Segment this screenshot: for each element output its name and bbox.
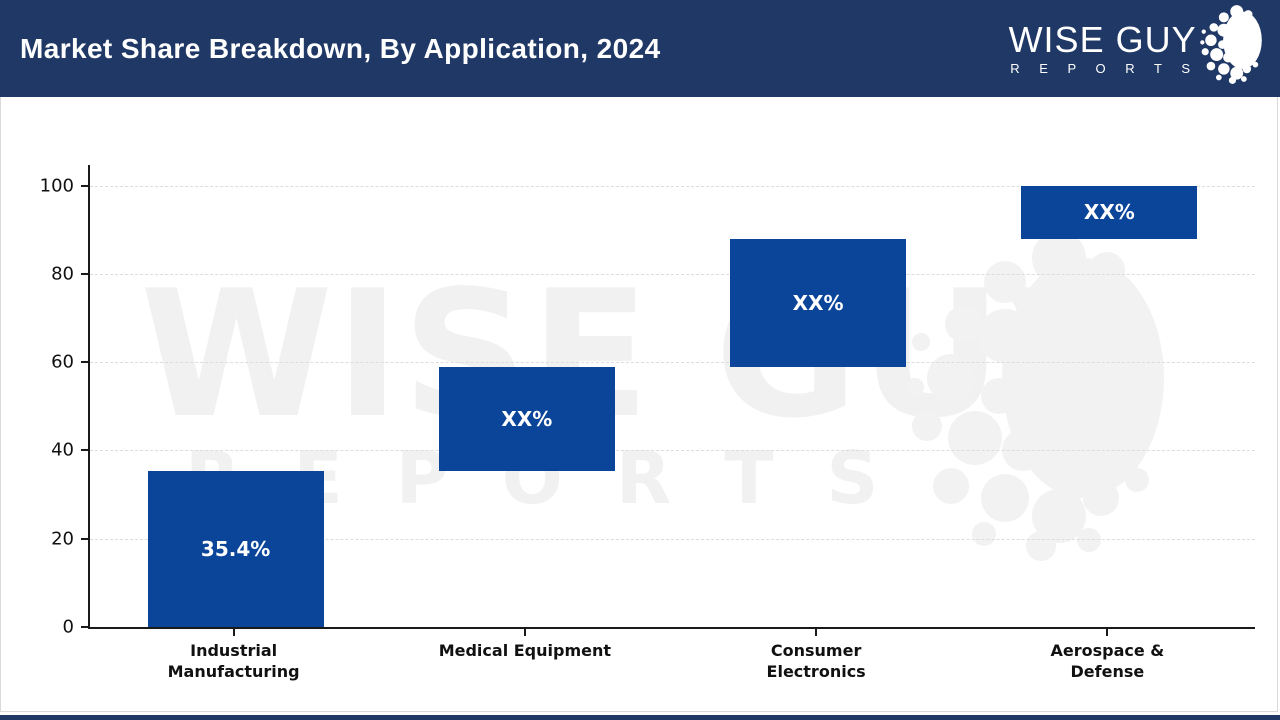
y-tick-mark [81,361,88,364]
y-tick-label: 40 [51,439,74,461]
y-tick-mark [81,184,88,187]
bar-value-label: 35.4% [200,536,271,561]
y-tick-label: 60 [51,351,74,373]
y-tick-mark [81,449,88,452]
page-title: Market Share Breakdown, By Application, … [20,32,661,64]
header: Market Share Breakdown, By Application, … [0,0,1280,97]
bar-segment [730,238,907,367]
bar-value-label: XX% [1083,200,1135,225]
y-tick-label: 20 [51,528,74,550]
logo-subtitle: R E P O R T S [1010,61,1198,76]
gridline [90,362,1255,364]
x-category-label-line: Consumer [770,641,862,660]
x-category-label: Medical Equipment [405,641,645,662]
logo-wordmark: WISE GUY [1008,19,1197,60]
footer-accent-bar [0,715,1280,720]
x-category-label-line: Medical Equipment [438,641,612,660]
x-category-label-line: Electronics [766,661,866,681]
logo-text: WISE GUY R E P O R T S [1007,19,1198,76]
watermark-head-dots-graphic [885,222,1185,587]
bar-value-label: XX% [501,406,553,431]
y-tick-mark [81,537,88,540]
x-category-label: Aerospace & Defense [987,641,1227,683]
x-category-label: Industrial Manufacturing [114,641,354,683]
y-tick-label: 80 [51,263,74,285]
bar-segment [438,366,615,471]
gridline [90,538,1255,540]
x-category-label-line: Manufacturing [167,661,300,681]
x-tick-mark [232,629,235,636]
wise-guy-reports-logo: WISE GUY R E P O R T S [1007,3,1270,94]
chart-plot-area: 35.4% XX% XX% XX% [88,165,1255,629]
gridline [90,450,1255,452]
x-tick-mark [815,629,818,636]
y-tick-label: 100 [39,175,74,197]
y-tick-label: 0 [62,616,74,638]
x-tick-mark [1106,629,1109,636]
bar-value-label: XX% [792,290,844,315]
gridline [90,185,1255,187]
x-tick-mark [523,629,526,636]
bar-segment [1021,185,1198,239]
x-category-label-line: Defense [1070,661,1145,681]
x-category-label: Consumer Electronics [696,641,936,683]
x-category-label-line: Industrial [190,641,278,660]
logo-head-icon [1192,3,1270,94]
gridline [90,273,1255,275]
y-tick-mark [81,272,88,275]
x-category-label-line: Aerospace & [1050,641,1165,660]
bar-segment [147,470,324,627]
y-tick-mark [81,626,88,628]
